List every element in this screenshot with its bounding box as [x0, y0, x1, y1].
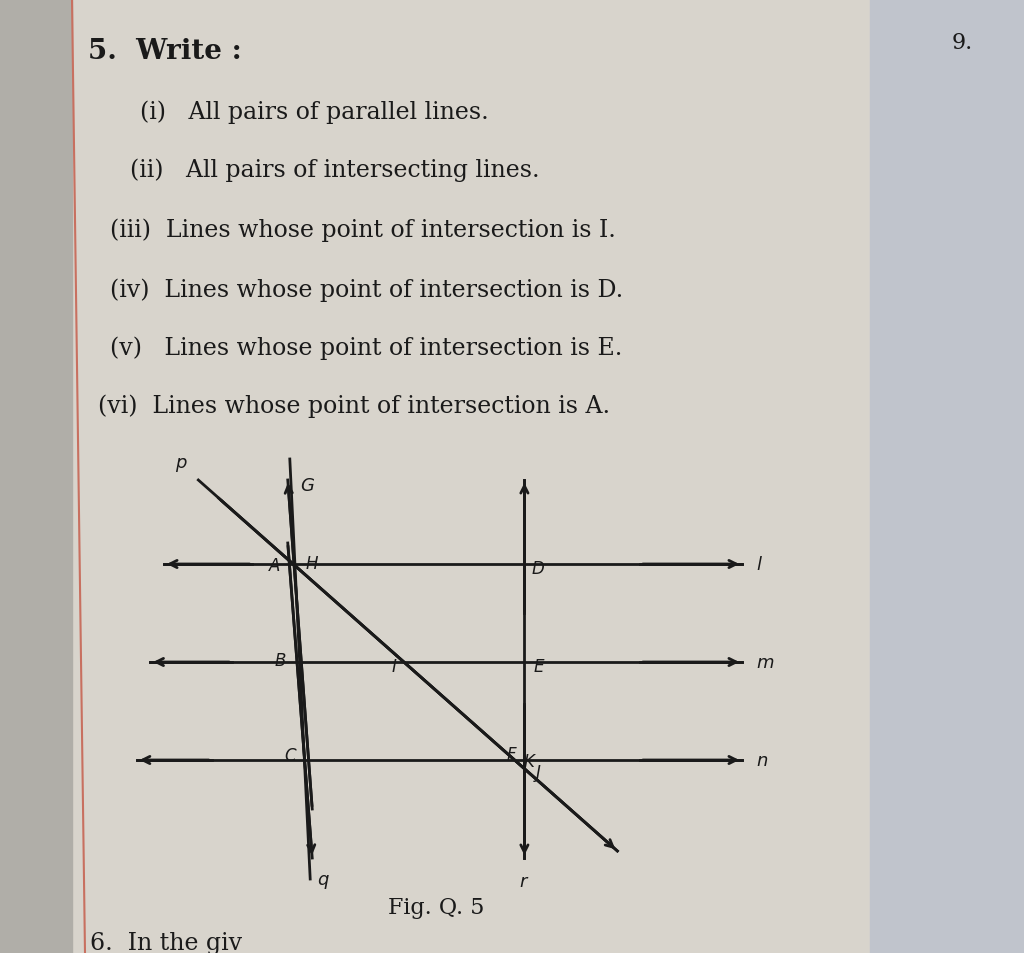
- Text: $p$: $p$: [175, 456, 188, 474]
- Text: (iii)  Lines whose point of intersection is I.: (iii) Lines whose point of intersection …: [110, 218, 615, 241]
- Text: $C$: $C$: [284, 747, 298, 764]
- Text: $B$: $B$: [273, 652, 286, 669]
- Text: Fig. Q. 5: Fig. Q. 5: [388, 897, 484, 919]
- Text: $E$: $E$: [532, 658, 545, 675]
- Text: $n$: $n$: [756, 751, 768, 769]
- Text: $J$: $J$: [532, 761, 542, 782]
- Text: $H$: $H$: [305, 556, 319, 573]
- Bar: [0, 0, 72, 953]
- Text: $r$: $r$: [519, 872, 529, 890]
- Text: (vi)  Lines whose point of intersection is A.: (vi) Lines whose point of intersection i…: [98, 394, 610, 417]
- Text: $m$: $m$: [756, 654, 774, 671]
- Text: $l$: $l$: [756, 556, 763, 574]
- Text: 9.: 9.: [951, 32, 973, 54]
- Text: $K$: $K$: [523, 754, 537, 771]
- Text: (v)   Lines whose point of intersection is E.: (v) Lines whose point of intersection is…: [110, 335, 623, 359]
- Text: (i)   All pairs of parallel lines.: (i) All pairs of parallel lines.: [140, 100, 488, 123]
- Text: $F$: $F$: [506, 746, 517, 763]
- Text: $q$: $q$: [317, 872, 330, 890]
- Text: 5.  Write :: 5. Write :: [88, 38, 242, 65]
- Text: (iv)  Lines whose point of intersection is D.: (iv) Lines whose point of intersection i…: [110, 277, 624, 301]
- Text: 6.  In the giv: 6. In the giv: [90, 931, 242, 953]
- Text: (ii)   All pairs of intersecting lines.: (ii) All pairs of intersecting lines.: [130, 158, 540, 181]
- Text: $I$: $I$: [390, 658, 397, 675]
- Text: $G$: $G$: [300, 477, 315, 495]
- Bar: [870, 0, 1024, 953]
- Text: $D$: $D$: [531, 560, 545, 577]
- Text: $A$: $A$: [268, 558, 281, 575]
